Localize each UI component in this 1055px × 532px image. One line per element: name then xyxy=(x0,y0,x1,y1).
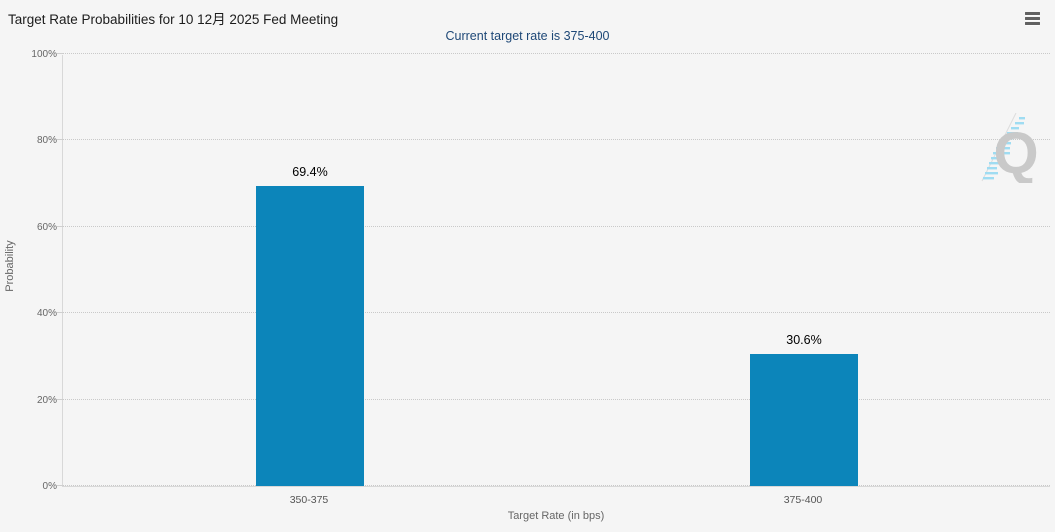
y-axis-label-40%: 40% xyxy=(36,308,57,320)
chart-subtitle: Current target rate is 375-400 xyxy=(445,29,610,43)
q-logo-watermark: Q xyxy=(981,113,1039,183)
y-axis-tick-mark xyxy=(57,398,63,400)
x-axis-labels: 350-375 375-400 xyxy=(62,494,1050,508)
x-axis-label-375-400: 375-400 xyxy=(783,494,823,506)
x-axis-title: Target Rate (in bps) xyxy=(507,510,605,522)
chart-context-menu-button[interactable] xyxy=(1019,6,1045,30)
gridline-60% xyxy=(63,225,1050,227)
y-axis-label-100%: 100% xyxy=(31,49,57,60)
probability-bar-375-400[interactable] xyxy=(750,353,858,486)
y-axis-label-20%: 20% xyxy=(36,394,57,406)
bar-value-label-375-400: 30.6% xyxy=(786,332,822,347)
y-axis-tick-mark xyxy=(57,225,63,227)
gridline-0% xyxy=(63,485,1050,486)
y-axis-label-60%: 60% xyxy=(36,221,57,233)
gridline-100% xyxy=(63,53,1050,54)
y-axis-tick-mark xyxy=(57,312,63,314)
x-axis-label-350-375: 350-375 xyxy=(289,494,329,506)
y-axis-tick-mark xyxy=(57,139,63,141)
gridline-40% xyxy=(63,312,1050,314)
y-axis-label-0%: 0% xyxy=(42,481,57,492)
probability-bar-350-375[interactable] xyxy=(256,186,364,486)
hamburger-menu-icon xyxy=(1024,11,1040,25)
y-axis-label-80%: 80% xyxy=(36,135,57,147)
y-axis-labels: 0% 20% 40% 60% 80% 100% xyxy=(0,49,57,492)
watermark-letter: Q xyxy=(993,121,1038,183)
y-axis-tick-mark xyxy=(57,485,63,486)
chart-title: Target Rate Probabilities for 10 12月 202… xyxy=(8,12,339,27)
plot-area: Q 69.4% 30.6% xyxy=(57,53,1050,487)
gridline-20% xyxy=(63,398,1050,400)
gridline-80% xyxy=(63,139,1050,141)
y-axis-tick-mark xyxy=(57,53,63,54)
bar-value-label-350-375: 69.4% xyxy=(292,165,328,180)
